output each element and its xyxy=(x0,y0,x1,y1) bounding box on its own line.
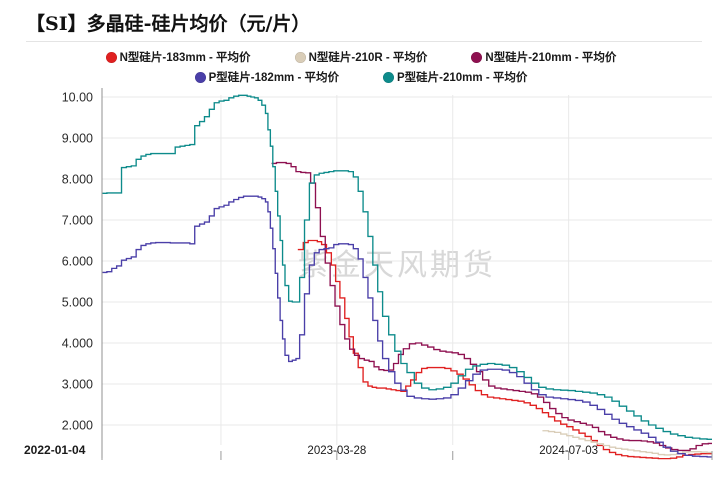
y-axis-tick-label: 5.000 xyxy=(62,296,93,310)
page-title: 【SI】多晶硅-硅片均价（元/片） xyxy=(26,13,311,35)
legend-dot-p182-icon xyxy=(194,71,206,83)
chart-legend: N型硅片-183mm - 平均价 N型硅片-210R - 平均价 N型硅片-210m… xyxy=(0,45,722,89)
y-axis-tick-label: 3.000 xyxy=(62,378,93,392)
legend-item-label: N型硅片-183mm - 平均价 xyxy=(119,52,251,64)
y-axis-tick-label: 9.000 xyxy=(62,132,93,146)
title-divider xyxy=(26,41,702,42)
series-line xyxy=(297,239,712,460)
x-axis-tick-label: 2024-07-03 xyxy=(539,445,598,457)
legend-dot-n183-icon xyxy=(105,51,117,63)
y-axis-tick-label: 4.000 xyxy=(62,337,93,351)
legend-row-1: N型硅片-183mm - 平均价 N型硅片-210R - 平均价 N型硅片-210m… xyxy=(0,47,722,67)
legend-dot-n210-icon xyxy=(471,51,483,63)
legend-dot-n210r-icon xyxy=(294,51,306,63)
x-axis-tick-label: 2023-03-28 xyxy=(307,445,366,457)
title-bar: 【SI】多晶硅-硅片均价（元/片） xyxy=(0,0,722,42)
y-axis-tick-label: 10.00 xyxy=(62,91,93,105)
y-axis-tick-label: 2.000 xyxy=(62,419,93,433)
legend-item-label: N型硅片-210mm - 平均价 xyxy=(485,52,617,64)
legend-item[interactable]: N型硅片-210mm - 平均价 xyxy=(471,49,616,65)
legend-item-label: N型硅片-210R - 平均价 xyxy=(308,52,428,64)
plot-area: 2.000 3.000 4.000 5.000 6.000 7.000 8.000 9.000… xyxy=(0,88,722,460)
y-axis-tick-label: 8.000 xyxy=(62,173,93,187)
y-axis-tick-label: 6.000 xyxy=(62,255,93,269)
legend-item[interactable]: P型硅片-210mm - 平均价 xyxy=(383,69,527,85)
legend-row-2: P型硅片-182mm - 平均价 P型硅片-210mm - 平均价 xyxy=(0,67,722,87)
x-axis-tick-label: 2022-01-04 xyxy=(24,443,86,457)
legend-item-label: P型硅片-210mm - 平均价 xyxy=(397,72,528,84)
x-axis-tick-label: 2025-02-25 xyxy=(657,459,719,460)
series-line xyxy=(102,195,712,458)
y-axis-tick-label: 7.000 xyxy=(62,214,93,228)
chart-svg: 2.000 3.000 4.000 5.000 6.000 7.000 8.000 9.000… xyxy=(24,88,719,460)
series-line xyxy=(271,161,712,452)
legend-item[interactable]: N型硅片-210R - 平均价 xyxy=(294,49,428,65)
legend-item-label: P型硅片-182mm - 平均价 xyxy=(208,72,339,84)
legend-dot-p210-icon xyxy=(383,71,394,83)
series-line xyxy=(102,94,712,441)
legend-item[interactable]: P型硅片-182mm - 平均价 xyxy=(194,69,339,85)
legend-item[interactable]: N型硅片-183mm - 平均价 xyxy=(105,49,251,65)
